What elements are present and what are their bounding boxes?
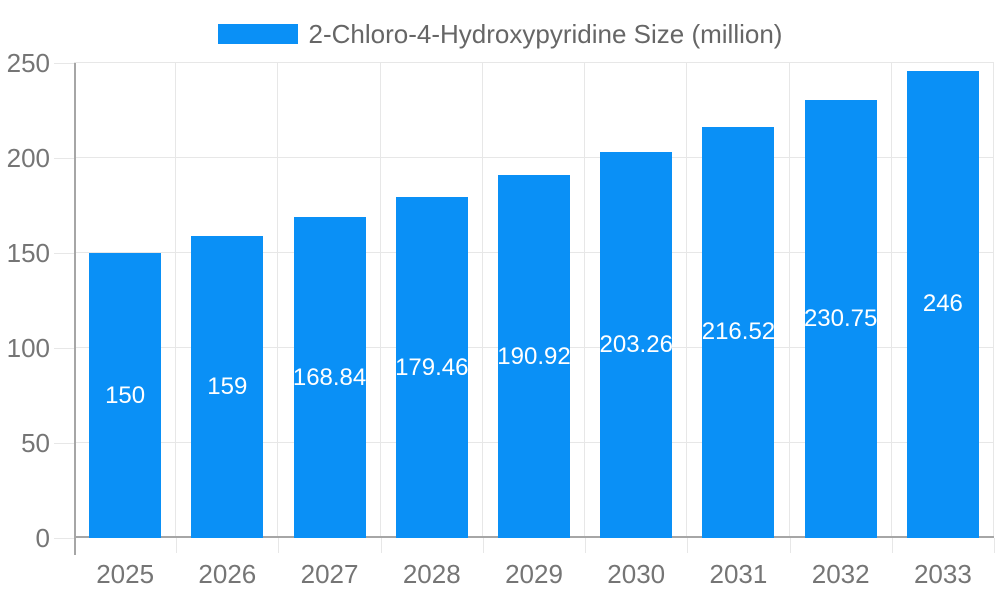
v-gridline: [175, 63, 177, 538]
bar[interactable]: [600, 151, 673, 538]
x-axis-tick-label: 2031: [709, 559, 768, 589]
bar[interactable]: [702, 126, 775, 538]
v-gridline: [584, 63, 586, 538]
bar[interactable]: [498, 175, 570, 538]
y-axis-tick-label: 150: [6, 238, 50, 268]
h-gridline: [74, 157, 994, 158]
x-axis-tick-label: 2032: [811, 559, 870, 589]
x-tick-mark: [789, 538, 791, 553]
y-axis-tick-label: 200: [6, 143, 50, 173]
legend-swatch: [217, 24, 298, 44]
y-axis-tick-label: 100: [6, 333, 50, 363]
h-gridline: [74, 62, 994, 63]
bar[interactable]: [395, 197, 468, 538]
y-tick-mark: [54, 442, 74, 444]
v-gridline: [686, 63, 688, 538]
x-axis-tick-label: 2025: [96, 559, 155, 589]
y-tick-mark: [54, 157, 74, 159]
y-axis-tick-label: 0: [35, 523, 50, 553]
x-axis-tick-label: 2030: [607, 559, 666, 589]
x-axis-tick-label: 2033: [913, 559, 972, 589]
bar-value-label: 203.26: [599, 330, 673, 358]
y-axis-tick-label: 50: [21, 428, 50, 458]
x-tick-mark: [687, 538, 689, 553]
bar-value-label: 246: [922, 290, 963, 318]
x-axis-tick-label: 2027: [300, 559, 359, 589]
y-axis-tick-label: 250: [6, 48, 50, 78]
v-gridline: [788, 63, 790, 538]
v-gridline: [481, 63, 483, 538]
v-gridline: [993, 63, 994, 538]
x-tick-mark: [482, 538, 484, 553]
x-tick-mark: [176, 538, 178, 553]
bar-value-label: 159: [207, 372, 248, 400]
v-gridline: [890, 63, 892, 538]
v-gridline: [277, 63, 279, 538]
x-tick-mark: [380, 538, 382, 553]
plot-area: 150 159 168.84 179.46 190.92 203.26 216.52 230.…: [7, 50, 995, 587]
y-tick-mark: [54, 252, 74, 254]
bar[interactable]: [906, 70, 979, 538]
legend-label: 2-Chloro-4-Hydroxypyridine Size (million…: [308, 19, 783, 49]
bar-value-label: 179.46: [395, 353, 469, 381]
y-tick-mark: [54, 347, 74, 349]
x-axis-tick-label: 2028: [402, 559, 461, 589]
x-axis-tick-label: 2026: [198, 559, 257, 589]
x-tick-mark: [994, 538, 995, 553]
y-axis-line: [74, 63, 76, 555]
bar-value-label: 230.75: [803, 304, 878, 332]
y-tick-mark: [54, 62, 74, 64]
chart-legend[interactable]: 2-Chloro-4-Hydroxypyridine Size (million…: [0, 21, 1000, 47]
bar-value-label: 150: [105, 381, 146, 409]
bar[interactable]: [293, 217, 366, 538]
bar[interactable]: [191, 235, 264, 538]
y-tick-mark: [54, 537, 74, 539]
bar-value-label: 168.84: [292, 363, 367, 391]
x-tick-mark: [891, 538, 893, 553]
x-tick-mark: [585, 538, 587, 553]
x-axis-tick-label: 2029: [505, 559, 563, 589]
x-tick-mark: [278, 538, 280, 553]
v-gridline: [379, 63, 381, 538]
bar-value-label: 216.52: [701, 318, 776, 346]
bar[interactable]: [89, 253, 162, 538]
bar-value-label: 190.92: [497, 342, 571, 370]
bar[interactable]: [804, 99, 877, 538]
